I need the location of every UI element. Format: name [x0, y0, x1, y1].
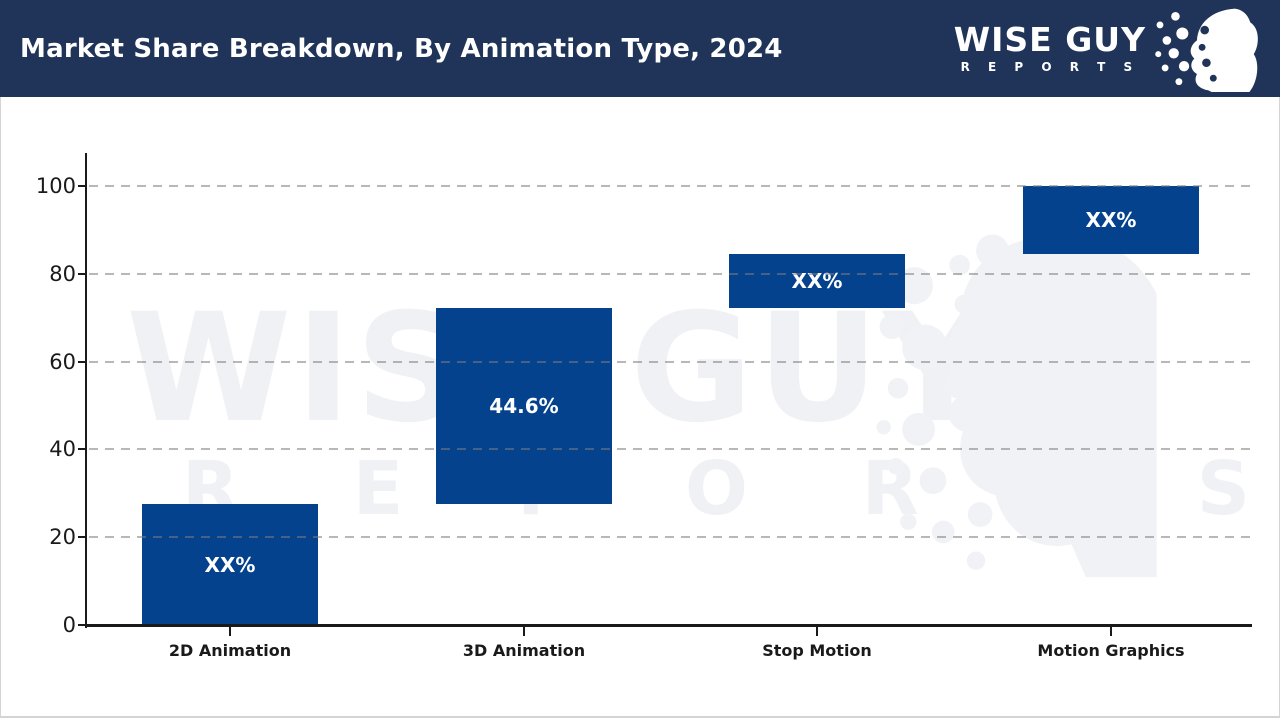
- bar-stop-motion: XX%: [729, 254, 905, 309]
- y-tick-mark: [78, 448, 87, 451]
- bar-value-label: 44.6%: [489, 394, 559, 419]
- y-tick-mark: [78, 185, 87, 187]
- gridline-100: [89, 185, 1252, 187]
- y-tick-label: 60: [49, 349, 76, 374]
- bar-2d-animation: XX%: [142, 504, 318, 625]
- y-tick-mark: [78, 536, 87, 539]
- gridline-40: [89, 448, 1252, 451]
- bar-value-label: XX%: [204, 552, 256, 577]
- x-tick-mark: [229, 627, 231, 636]
- x-category-label: Motion Graphics: [1037, 641, 1185, 660]
- gridline-20: [89, 536, 1252, 539]
- y-tick-mark: [78, 624, 87, 626]
- y-tick-mark: [78, 272, 87, 275]
- x-axis-spine: [85, 624, 1252, 627]
- page-border-left: [0, 97, 1, 717]
- x-tick-mark: [1110, 627, 1112, 636]
- y-tick-label: 40: [49, 437, 76, 462]
- y-axis-spine: [85, 153, 87, 628]
- x-category-label: 2D Animation: [168, 641, 292, 660]
- x-category-label: 3D Animation: [462, 641, 586, 660]
- bar-value-label: XX%: [1085, 208, 1137, 233]
- logo-subtitle: R E P O R T S: [960, 59, 1140, 74]
- y-tick-label: 80: [49, 261, 76, 286]
- x-tick-mark: [523, 627, 525, 636]
- wise-guy-reports-logo: WISE GUY R E P O R T S: [954, 0, 1268, 97]
- chart-title: Market Share Breakdown, By Animation Typ…: [20, 33, 783, 64]
- y-tick-label: 0: [62, 613, 76, 637]
- bar-motion-graphics: XX%: [1023, 186, 1199, 255]
- y-tick-mark: [78, 360, 87, 363]
- gridline-80: [89, 272, 1252, 275]
- logo-text: WISE GUY R E P O R T S: [953, 19, 1146, 75]
- bar-3d-animation: 44.6%: [436, 308, 612, 505]
- gridline-60: [89, 360, 1252, 363]
- logo-head-icon: [1155, 8, 1258, 92]
- watermark-head-icon: [876, 234, 1157, 578]
- y-tick-label: 100: [35, 174, 76, 198]
- x-category-label: Stop Motion: [762, 641, 872, 660]
- page-border-bottom: [0, 716, 1280, 718]
- y-tick-label: 20: [49, 525, 76, 550]
- header-bar: Market Share Breakdown, By Animation Typ…: [0, 0, 1280, 97]
- logo-wordmark: WISE GUY: [953, 19, 1146, 59]
- x-tick-mark: [816, 627, 818, 636]
